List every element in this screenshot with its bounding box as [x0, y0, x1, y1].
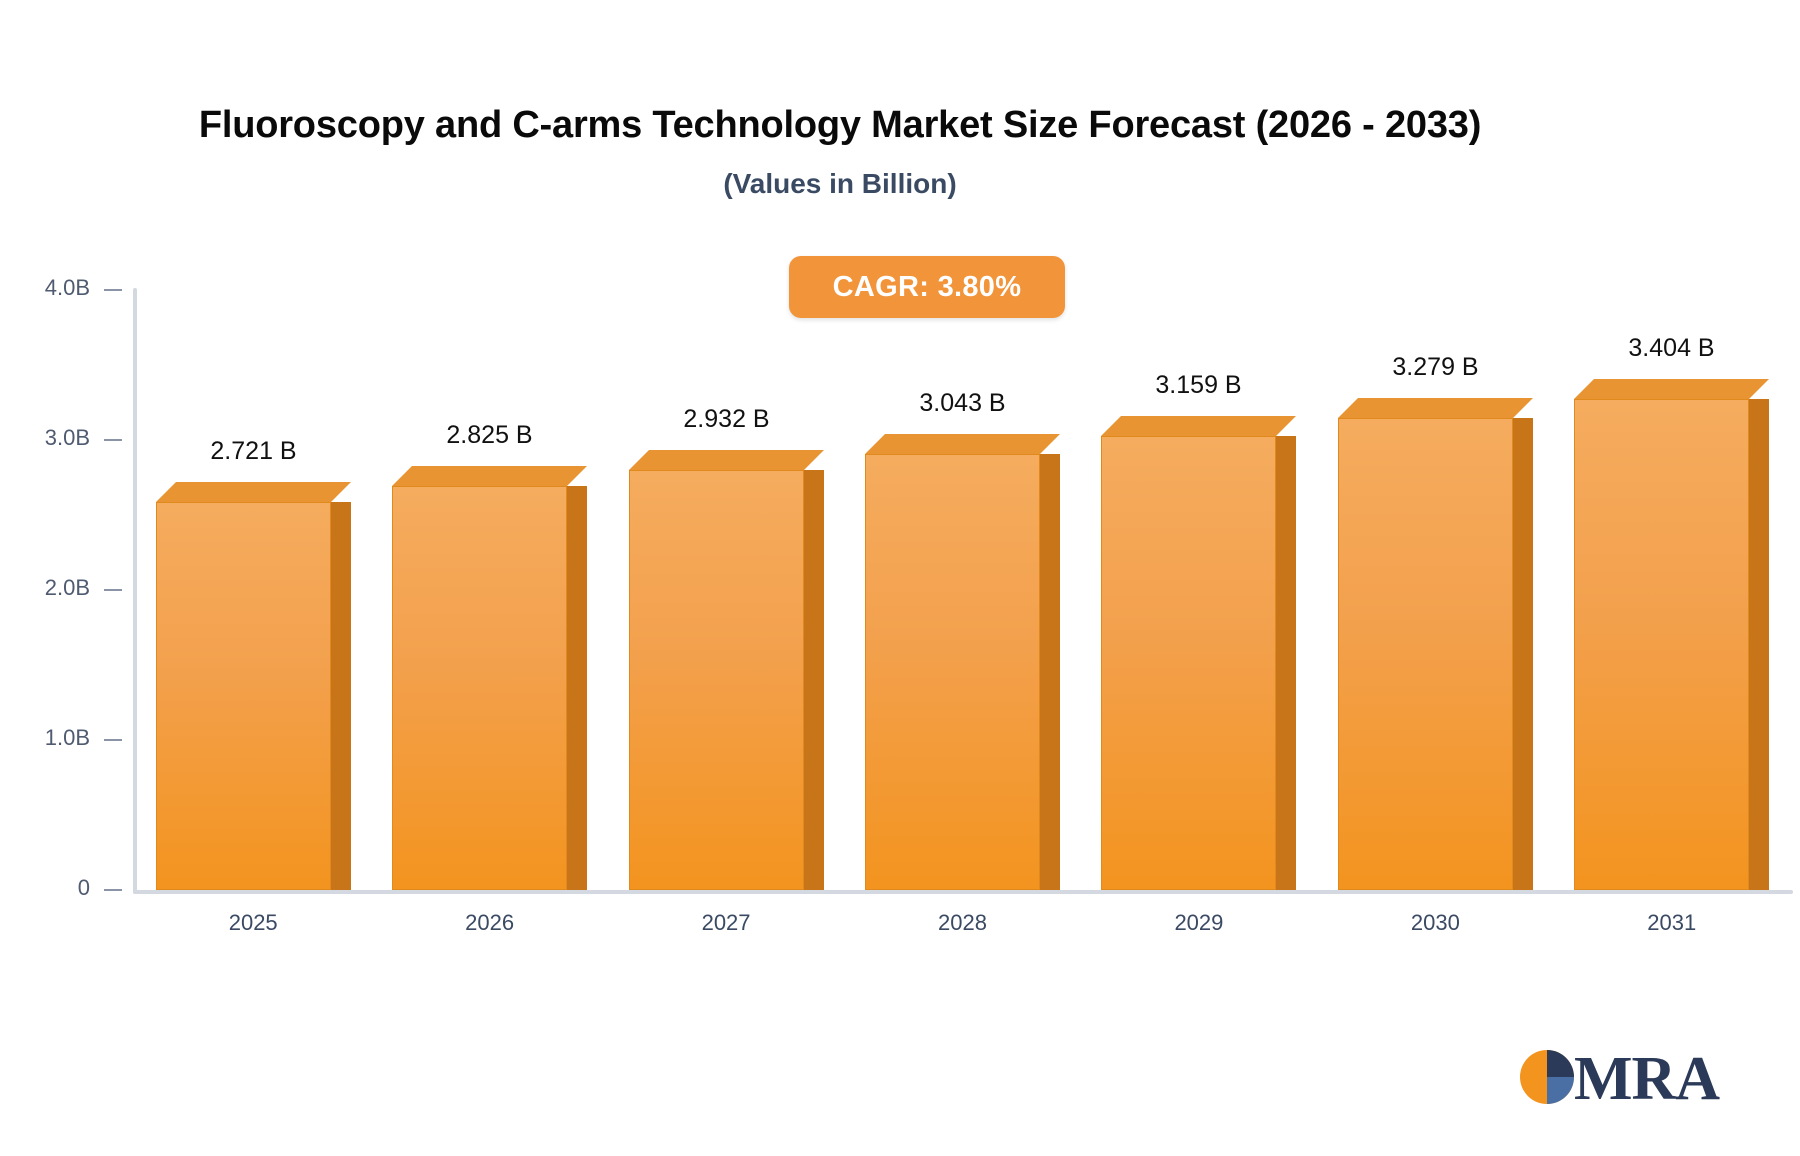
- bar[interactable]: [156, 0, 351, 890]
- x-axis-category-label: 2027: [701, 910, 751, 935]
- cagr-badge-label: CAGR: 3.80%: [832, 270, 1022, 303]
- y-axis-tick-label: 3.0B: [44, 425, 90, 450]
- bar-top-face: [1338, 398, 1533, 418]
- bar-side-face: [567, 486, 587, 890]
- bar-top-face: [1101, 416, 1296, 436]
- y-axis-line: [133, 288, 137, 894]
- y-axis-tick-label: 4.0B: [44, 275, 90, 300]
- x-axis-category-label: 2025: [228, 910, 278, 935]
- y-axis-tick-mark: [104, 739, 122, 741]
- chart-title: Fluoroscopy and C-arms Technology Market…: [198, 104, 1482, 146]
- bar-value-label: 2.932 B: [683, 405, 770, 433]
- bar-front-face: [392, 486, 567, 890]
- bar[interactable]: [1338, 0, 1533, 890]
- bar-front-face: [1574, 399, 1749, 890]
- y-axis-tick-label: 1.0B: [44, 725, 90, 750]
- x-axis-category-label: 2031: [1647, 910, 1697, 935]
- bar-value-label: 3.159 B: [1155, 371, 1242, 399]
- bar[interactable]: [629, 0, 824, 890]
- bar-top-face: [1574, 379, 1769, 399]
- pie-chart-icon: [1512, 1042, 1582, 1117]
- bar-value-label: 3.404 B: [1628, 334, 1715, 362]
- x-axis-category-label: 2026: [465, 910, 515, 935]
- x-axis-category-label: 2030: [1410, 910, 1460, 935]
- bar-value-label: 3.043 B: [919, 389, 1006, 417]
- y-axis-tick-label: 2.0B: [44, 575, 90, 600]
- bar-side-face: [1513, 418, 1533, 890]
- bar-value-label: 2.721 B: [210, 437, 297, 465]
- bar-top-face: [156, 482, 351, 502]
- bar-top-face: [865, 434, 1060, 454]
- bar-side-face: [1040, 454, 1060, 890]
- brand-logo: MRA: [1512, 1042, 1720, 1117]
- bar-front-face: [629, 470, 804, 890]
- bar-side-face: [1276, 436, 1296, 890]
- bar-value-label: 2.825 B: [446, 421, 533, 449]
- y-axis-tick-mark: [104, 439, 122, 441]
- bar-side-face: [804, 470, 824, 890]
- bar-top-face: [629, 450, 824, 470]
- x-axis-category-label: 2029: [1174, 910, 1224, 935]
- chart-subtitle: (Values in Billion): [723, 168, 957, 199]
- bar-top-face: [392, 466, 587, 486]
- y-axis-tick-label: 0: [77, 875, 90, 900]
- bar[interactable]: [1574, 0, 1769, 890]
- x-axis-category-label: 2028: [938, 910, 987, 935]
- cagr-badge: CAGR: 3.80%: [789, 256, 1065, 318]
- bar[interactable]: [1101, 0, 1296, 890]
- bar-front-face: [865, 454, 1040, 890]
- bar-front-face: [1338, 418, 1513, 890]
- y-axis-tick-mark: [104, 589, 122, 591]
- bar-value-label: 3.279 B: [1392, 353, 1479, 381]
- bar[interactable]: [392, 0, 587, 890]
- bar[interactable]: [865, 0, 1060, 890]
- bar-side-face: [1749, 399, 1769, 890]
- y-axis-tick-mark: [104, 889, 122, 891]
- y-axis-tick-mark: [104, 289, 122, 291]
- bar-front-face: [156, 502, 331, 890]
- logo-text: MRA: [1574, 1045, 1720, 1113]
- x-axis-line: [133, 890, 1793, 894]
- bar-side-face: [331, 502, 351, 890]
- bar-front-face: [1101, 436, 1276, 890]
